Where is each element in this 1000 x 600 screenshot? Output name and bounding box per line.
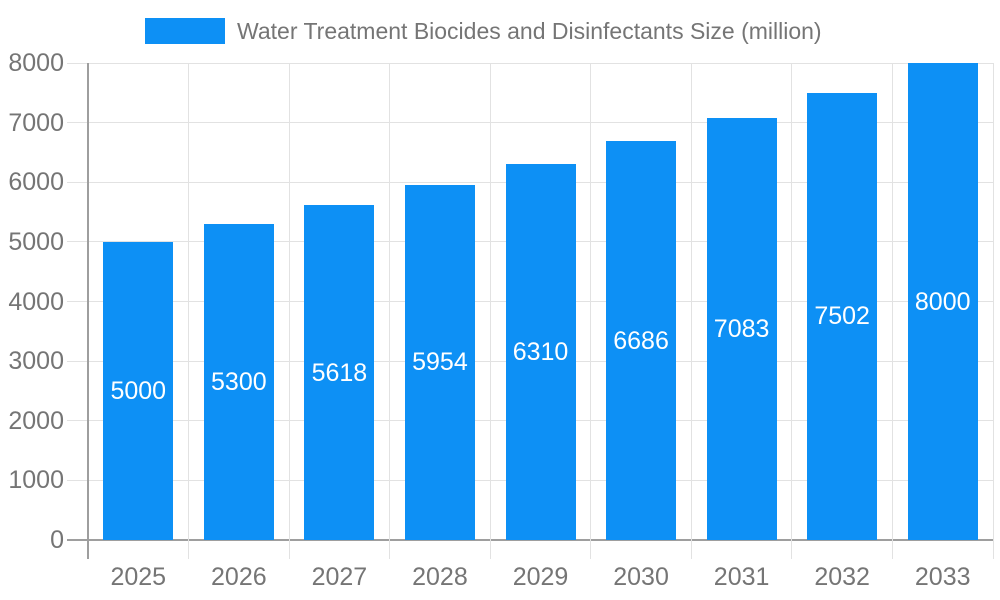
x-gridline bbox=[489, 63, 491, 559]
y-tick-label: 0 bbox=[50, 526, 64, 554]
bar-value-label: 6310 bbox=[512, 337, 569, 366]
bar-2030[interactable] bbox=[606, 141, 677, 540]
bar-2028[interactable] bbox=[404, 184, 475, 540]
bar-2029[interactable] bbox=[505, 163, 576, 540]
bar-2033[interactable] bbox=[907, 63, 978, 540]
y-tick-label: 8000 bbox=[8, 49, 64, 77]
bar-2025[interactable] bbox=[103, 241, 174, 540]
bar-value-label: 7502 bbox=[814, 302, 870, 331]
x-axis-line bbox=[67, 539, 993, 541]
bar-2031[interactable] bbox=[706, 117, 777, 540]
x-tick-label: 2025 bbox=[110, 563, 167, 591]
x-gridline bbox=[188, 63, 190, 559]
bar-2027[interactable] bbox=[304, 205, 375, 540]
x-gridline bbox=[791, 63, 793, 559]
y-gridline bbox=[67, 62, 993, 64]
bar-value-label: 5300 bbox=[211, 367, 267, 396]
x-tick-label: 2029 bbox=[512, 563, 569, 591]
x-gridline bbox=[590, 63, 592, 559]
bar-value-label: 8000 bbox=[914, 287, 971, 316]
y-axis-line bbox=[87, 63, 89, 559]
y-tick-label: 5000 bbox=[8, 227, 64, 256]
y-tick-label: 7000 bbox=[8, 108, 64, 137]
legend-swatch[interactable] bbox=[145, 18, 225, 44]
bar-value-label: 6686 bbox=[613, 326, 669, 355]
x-tick-label: 2031 bbox=[713, 563, 770, 591]
x-tick-label: 2032 bbox=[814, 563, 870, 591]
y-tick-label: 6000 bbox=[8, 168, 64, 197]
x-gridline bbox=[288, 63, 290, 559]
x-tick-label: 2026 bbox=[211, 563, 267, 591]
x-tick-label: 2027 bbox=[311, 563, 368, 591]
bar-value-label: 7083 bbox=[713, 314, 770, 343]
y-tick-label: 2000 bbox=[8, 406, 64, 435]
x-gridline bbox=[389, 63, 391, 559]
x-gridline bbox=[690, 63, 692, 559]
y-tick-label: 3000 bbox=[8, 347, 64, 376]
bar-value-label: 5618 bbox=[311, 358, 368, 387]
chart-title: Water Treatment Biocides and Disinfectan… bbox=[237, 18, 822, 44]
x-tick-label: 2030 bbox=[613, 563, 669, 591]
x-tick-label: 2028 bbox=[412, 563, 468, 591]
bar-2026[interactable] bbox=[203, 223, 274, 540]
y-tick-label: 4000 bbox=[8, 287, 64, 316]
y-tick-label: 1000 bbox=[8, 466, 64, 495]
x-gridline bbox=[992, 63, 994, 559]
y-gridline bbox=[67, 122, 993, 124]
x-gridline bbox=[891, 63, 893, 559]
bar-value-label: 5954 bbox=[412, 348, 468, 377]
bar-value-label: 5000 bbox=[110, 376, 167, 405]
x-tick-label: 2033 bbox=[914, 563, 971, 591]
bar-2032[interactable] bbox=[807, 92, 878, 540]
